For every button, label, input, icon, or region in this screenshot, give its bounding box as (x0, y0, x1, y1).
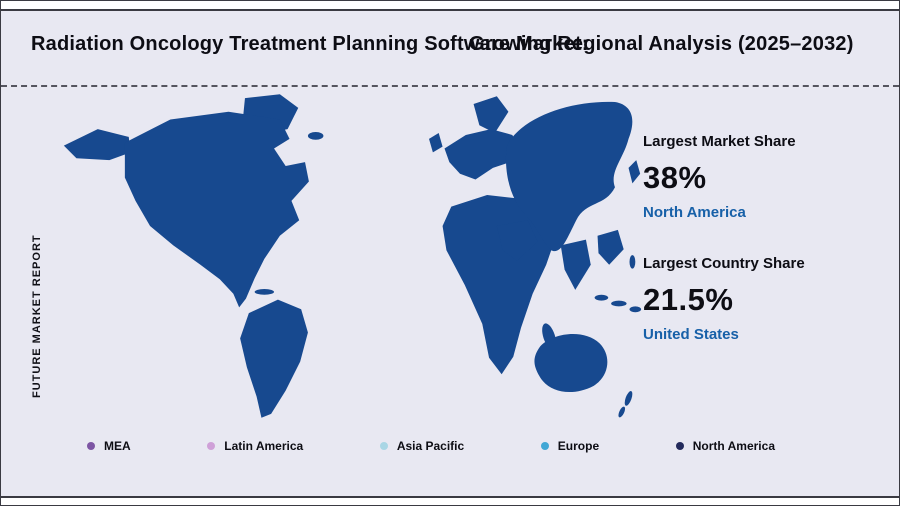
legend-label: North America (692, 439, 775, 453)
stat-country-share: Largest Country Share 21.5% United State… (643, 255, 888, 343)
stat-region: United States (643, 326, 739, 343)
bottom-divider (1, 496, 899, 498)
legend-label: Asia Pacific (396, 439, 465, 453)
map-legend: MEA Latin America Asia Pacific Europe No… (87, 439, 775, 453)
page-title-part2: Growing Regional Analysis (2025–2032) (469, 33, 854, 55)
stat-market-share: Largest Market Share 38% North America (643, 133, 888, 221)
legend-item-north-america: North America (675, 439, 775, 453)
stat-value: 38% (643, 160, 707, 195)
legend-dot (207, 442, 216, 450)
legend-dot (87, 442, 95, 450)
top-divider (1, 9, 899, 11)
stats-panel: Largest Market Share 38% North America L… (643, 133, 888, 343)
stats-spacer (643, 221, 888, 255)
stat-heading: Largest Country Share (643, 255, 805, 272)
legend-label: Latin America (224, 439, 304, 453)
legend-item-europe: Europe (540, 439, 600, 453)
legend-dot (675, 442, 684, 450)
dashed-separator (1, 85, 899, 87)
legend-label: MEA (104, 439, 131, 453)
brand-vertical-label: FUTURE MARKET REPORT (31, 234, 43, 398)
legend-item-mea: MEA (87, 439, 131, 453)
legend-label: Europe (557, 439, 600, 453)
legend-item-latin-america: Latin America (207, 439, 303, 453)
stat-value: 21.5% (643, 282, 734, 317)
legend-dot (540, 442, 549, 450)
world-map (59, 87, 645, 427)
stat-region: North America (643, 204, 746, 221)
legend-item-asia-pacific: Asia Pacific (379, 439, 465, 453)
stat-heading: Largest Market Share (643, 133, 796, 150)
legend-dot (379, 442, 388, 450)
page-title-part1: Radiation Oncology Treatment Planning So… (31, 33, 589, 55)
world-map-svg (63, 94, 642, 418)
